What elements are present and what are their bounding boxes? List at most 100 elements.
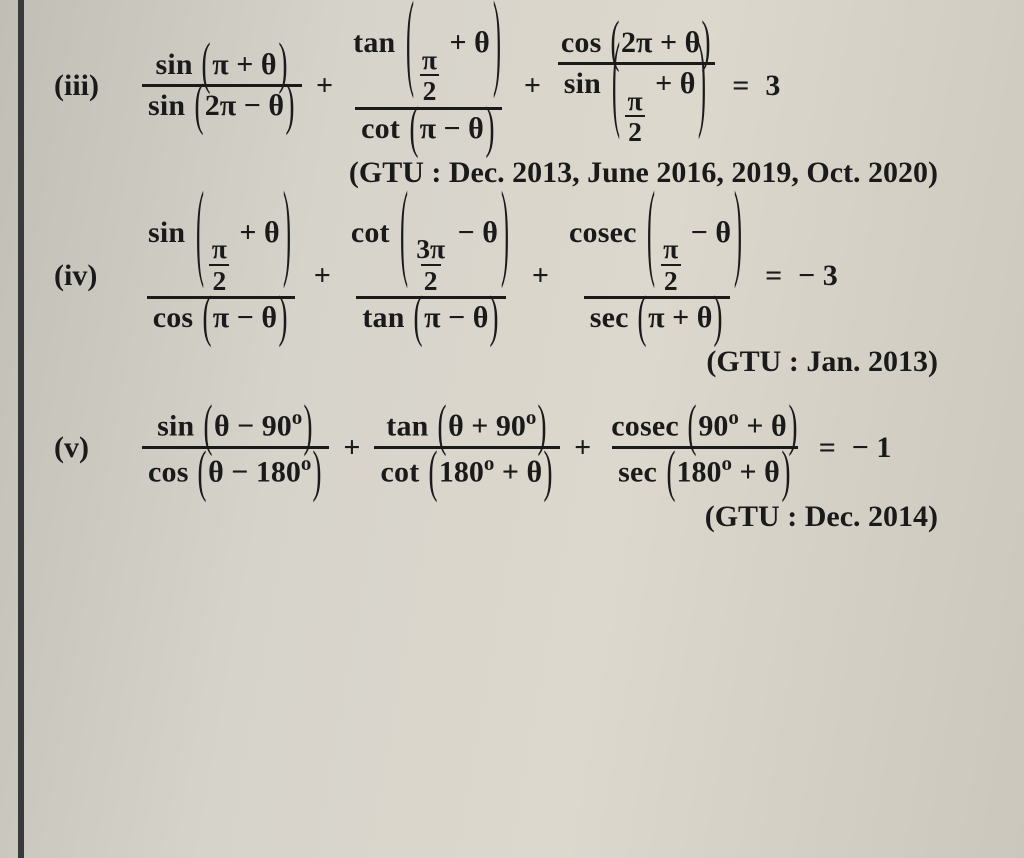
- op: +: [655, 67, 672, 100]
- op: −: [444, 112, 461, 145]
- term-2: tan (π2 + θ) cot (π − θ): [347, 26, 510, 146]
- term-3-den: sec (180o + θ): [612, 446, 798, 490]
- fn-cos: cos: [148, 456, 189, 489]
- paren-open-icon: (: [194, 74, 203, 139]
- arg: π: [424, 301, 440, 334]
- fn-cot: cot: [380, 456, 419, 489]
- arg: π: [212, 48, 228, 81]
- arg: θ: [448, 410, 464, 443]
- paren-open-icon: (: [638, 286, 647, 351]
- frac-num: π: [660, 235, 681, 264]
- equation-row-v: (v) sin (θ − 90o) cos (θ − 180o) + tan (…: [54, 405, 978, 489]
- arg: θ: [261, 301, 277, 334]
- term-1: sin (θ − 90o) cos (θ − 180o): [142, 405, 329, 489]
- term-2: cot (3π2 − θ) tan (π − θ): [345, 216, 518, 336]
- op: +: [450, 26, 467, 59]
- frac-num: π: [419, 46, 440, 75]
- arg: θ: [468, 112, 484, 145]
- rhs-value: − 3: [798, 259, 838, 293]
- page: (iii) sin (π + θ) sin (2π − θ) + tan (π2…: [18, 0, 1008, 858]
- equals-icon: =: [765, 259, 782, 293]
- arg: θ: [697, 301, 713, 334]
- term-3-num: cosec (π2 − θ): [563, 216, 751, 297]
- arg-deg: 180: [256, 456, 301, 489]
- term-1-den: cos (θ − 180o): [142, 446, 329, 490]
- big-paren-open-icon: (: [196, 172, 204, 294]
- fn-sin: sin: [156, 48, 193, 81]
- citation-iii: (GTU : Dec. 2013, June 2016, 2019, Oct. …: [54, 156, 938, 190]
- paren-close-icon: ): [490, 286, 499, 351]
- fn-sec: sec: [618, 456, 657, 489]
- frac-den: 2: [420, 74, 440, 105]
- paren-open-icon: (: [428, 440, 437, 505]
- arg: θ: [214, 410, 230, 443]
- term-3: cos (2π + θ) sin (π2 + θ): [555, 26, 718, 146]
- item-label-v: (v): [54, 431, 120, 465]
- term-1-num: sin (π2 + θ): [142, 216, 300, 297]
- arg: θ: [680, 67, 696, 100]
- plus-icon: +: [314, 259, 331, 293]
- arg: θ: [261, 48, 277, 81]
- fn-tan: tan: [386, 410, 428, 443]
- fn-sin: sin: [564, 67, 601, 100]
- equals-icon: =: [732, 69, 749, 103]
- term-2-den: cot (180o + θ): [374, 446, 560, 490]
- op: +: [502, 456, 519, 489]
- term-3: cosec (π2 − θ) sec (π + θ): [563, 216, 751, 336]
- paren-close-icon: ): [313, 440, 322, 505]
- term-1: sin (π2 + θ) cos (π − θ): [142, 216, 300, 336]
- fn-cos: cos: [153, 301, 194, 334]
- term-3: cosec (90o + θ) sec (180o + θ): [605, 405, 804, 489]
- arg: θ: [482, 216, 498, 249]
- frac-num: 3π: [413, 235, 448, 264]
- arg-deg: 90: [262, 410, 292, 443]
- paren-close-icon: ): [304, 395, 313, 460]
- arg: θ: [208, 456, 224, 489]
- rhs-value: 3: [765, 69, 780, 103]
- op: +: [471, 410, 488, 443]
- frac-num: π: [625, 87, 646, 116]
- degree-icon: o: [292, 405, 303, 429]
- paren-close-icon: ): [485, 96, 494, 161]
- item-label-iv: (iv): [54, 259, 120, 293]
- equation-row-iii: (iii) sin (π + θ) sin (2π − θ) + tan (π2…: [54, 26, 978, 146]
- op: +: [236, 48, 253, 81]
- op: +: [672, 301, 689, 334]
- paren-close-icon: ): [544, 440, 553, 505]
- paren-close-icon: ): [714, 286, 723, 351]
- term-3-num: cosec (90o + θ): [605, 405, 804, 446]
- big-paren-open-icon: (: [406, 0, 414, 104]
- plus-icon: +: [343, 431, 360, 465]
- paren-open-icon: (: [666, 440, 675, 505]
- term-2-den: cot (π − θ): [355, 107, 502, 146]
- rhs-value: − 1: [852, 431, 892, 465]
- op: +: [660, 26, 677, 59]
- op: +: [746, 410, 763, 443]
- term-1: sin (π + θ) sin (2π − θ): [142, 48, 302, 123]
- inner-frac: π2: [419, 46, 440, 105]
- big-paren-open-icon: (: [612, 23, 620, 145]
- paren-close-icon: ): [286, 74, 295, 139]
- op: −: [237, 410, 254, 443]
- arg-deg: 90: [496, 410, 526, 443]
- frac-den: 2: [421, 264, 441, 295]
- term-2: tan (θ + 90o) cot (180o + θ): [374, 405, 560, 489]
- degree-icon: o: [484, 451, 495, 475]
- big-paren-close-icon: ): [493, 0, 501, 104]
- arg: π: [213, 301, 229, 334]
- paren-open-icon: (: [198, 440, 207, 505]
- paren-close-icon: ): [279, 286, 288, 351]
- big-paren-close-icon: ): [501, 172, 509, 294]
- equation-iv: sin (π2 + θ) cos (π − θ) + cot (3π2 − θ)…: [138, 216, 838, 336]
- fn-sec: sec: [590, 301, 629, 334]
- term-2-num: tan (θ + 90o): [380, 405, 554, 446]
- paren-open-icon: (: [414, 286, 423, 351]
- op: −: [458, 216, 475, 249]
- citation-iv: (GTU : Jan. 2013): [54, 345, 938, 379]
- inner-frac: π2: [209, 235, 230, 294]
- op: −: [448, 301, 465, 334]
- equals-icon: =: [819, 431, 836, 465]
- term-3-den: sec (π + θ): [584, 296, 731, 335]
- arg: θ: [764, 456, 780, 489]
- fn-tan: tan: [362, 301, 404, 334]
